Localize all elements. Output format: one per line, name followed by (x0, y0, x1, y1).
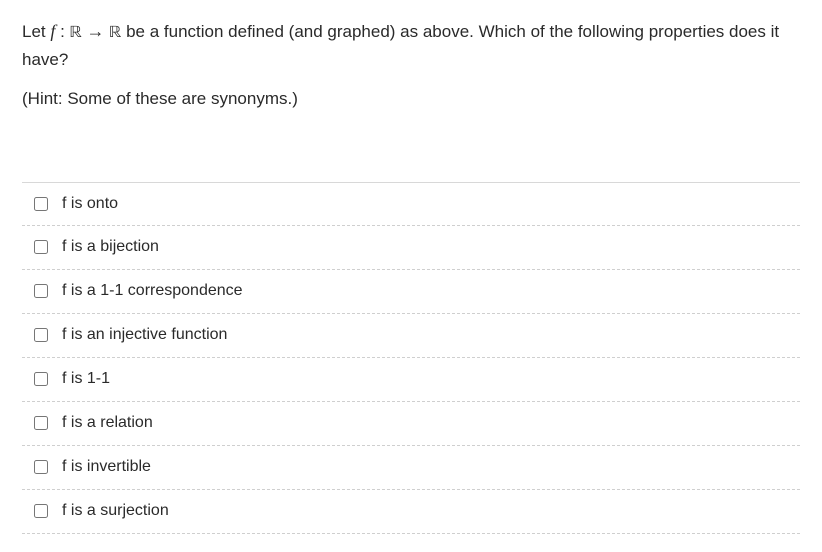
math-symbol-real-1: ℝ (70, 25, 82, 42)
math-colon: : (55, 22, 69, 41)
option-row[interactable]: f is an injective function (22, 314, 800, 358)
option-label: f is a 1-1 correspondence (62, 282, 243, 300)
option-label: f is a relation (62, 414, 153, 432)
option-checkbox-1[interactable] (34, 240, 48, 254)
option-row[interactable]: f is onto (22, 182, 800, 226)
option-row[interactable]: f is invertible (22, 446, 800, 490)
option-label: f is invertible (62, 458, 151, 476)
option-label: f is 1-1 (62, 370, 110, 388)
option-checkbox-7[interactable] (34, 504, 48, 518)
option-row[interactable]: f is 1-1 (22, 358, 800, 402)
option-checkbox-6[interactable] (34, 460, 48, 474)
math-arrow: → (82, 21, 109, 41)
option-label: f is an injective function (62, 326, 227, 344)
math-symbol-real-2: ℝ (109, 25, 121, 42)
option-row[interactable]: f is a surjection (22, 490, 800, 534)
option-label: f is a bijection (62, 238, 159, 256)
option-label: f is a surjection (62, 502, 169, 520)
option-row[interactable]: f is a relation (22, 402, 800, 446)
option-label: f is onto (62, 195, 118, 213)
options-list: f is onto f is a bijection f is a 1-1 co… (22, 182, 800, 534)
question-prefix: Let (22, 22, 50, 41)
option-row[interactable]: f is a 1-1 correspondence (22, 270, 800, 314)
hint-text: (Hint: Some of these are synonyms.) (22, 86, 800, 112)
option-checkbox-4[interactable] (34, 372, 48, 386)
question-text: Let f : ℝ → ℝ be a function defined (and… (22, 18, 800, 72)
option-checkbox-2[interactable] (34, 284, 48, 298)
option-checkbox-3[interactable] (34, 328, 48, 342)
option-checkbox-5[interactable] (34, 416, 48, 430)
option-row[interactable]: f is a bijection (22, 226, 800, 270)
option-checkbox-0[interactable] (34, 197, 48, 211)
question-suffix: be a function defined (and graphed) as a… (22, 22, 779, 69)
